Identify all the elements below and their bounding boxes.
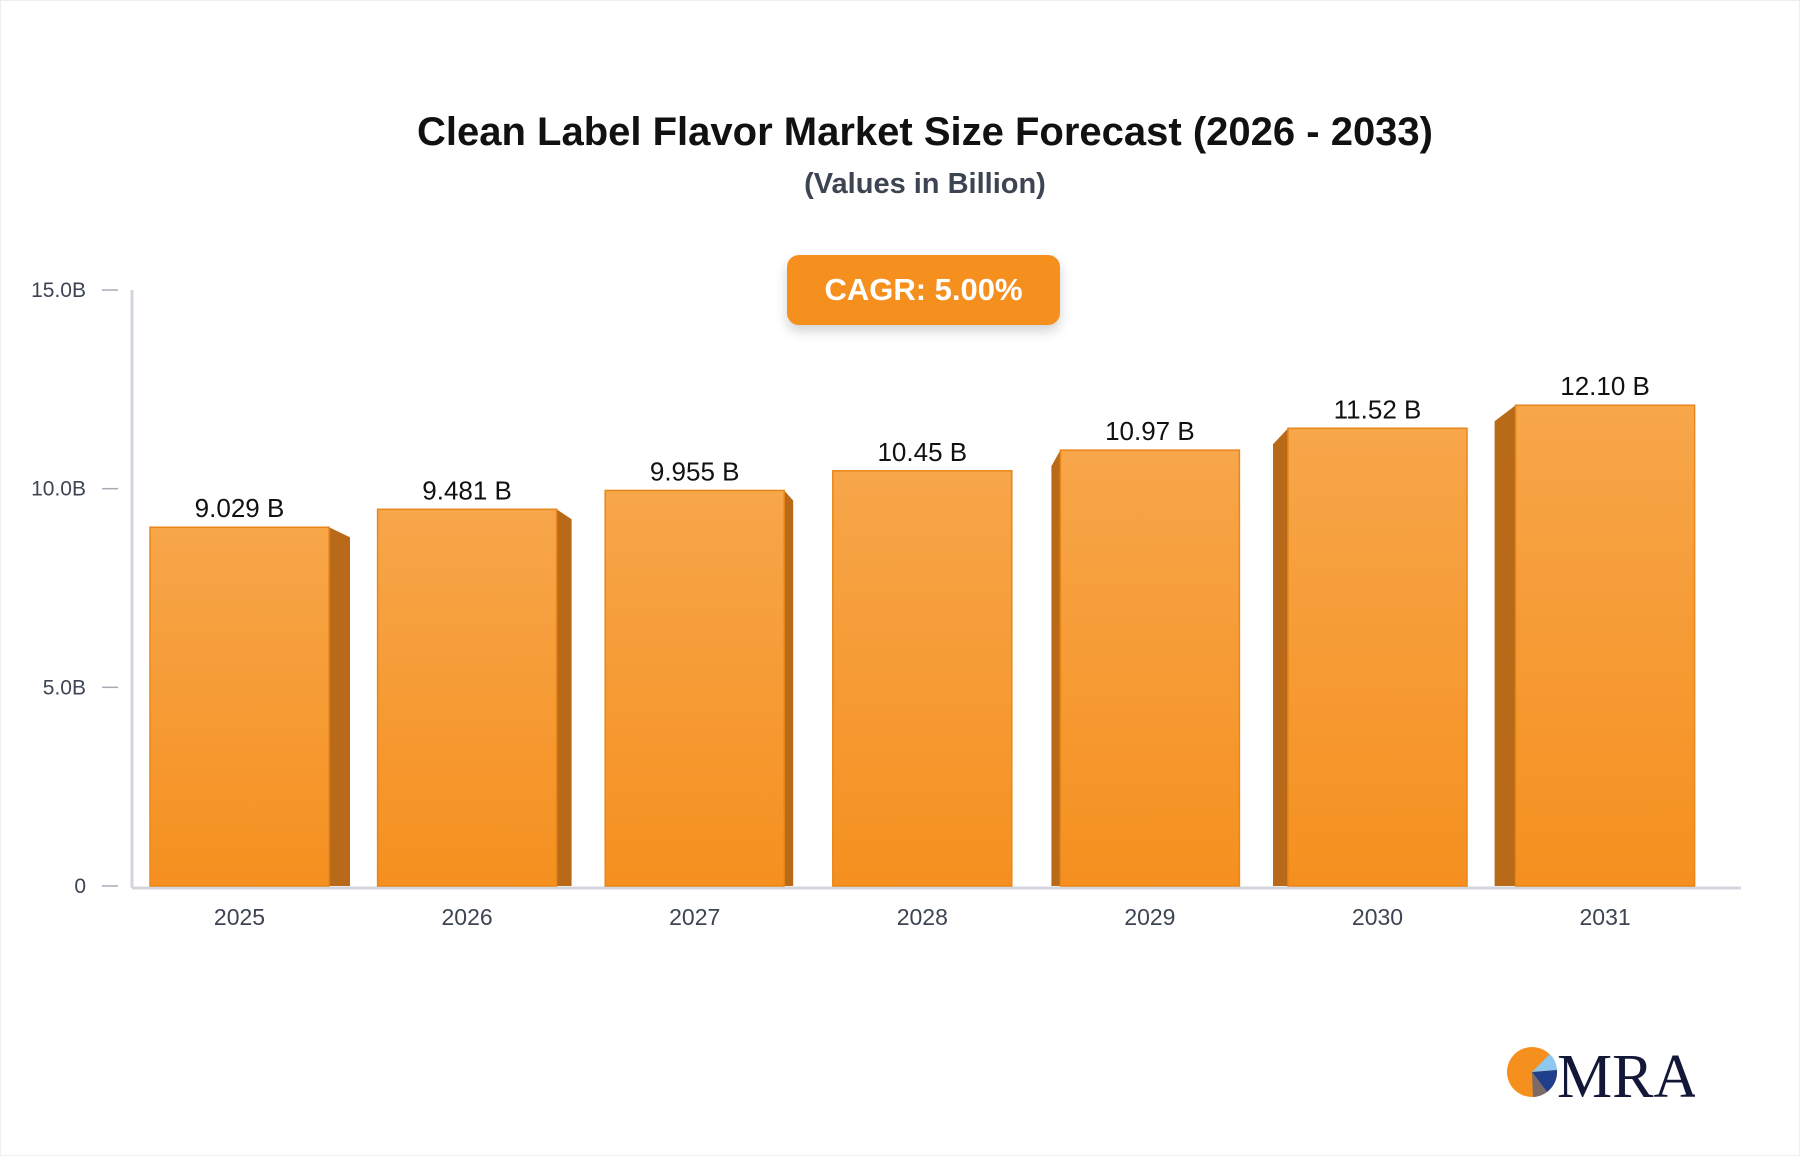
- y-tick-label: 5.0B: [43, 676, 86, 699]
- x-tick-label: 2031: [1580, 904, 1631, 930]
- chart-subtitle: (Values in Billion): [804, 168, 1046, 200]
- x-tick-label: 2026: [442, 904, 493, 930]
- bar-side: [1273, 428, 1288, 886]
- x-tick-label: 2028: [897, 904, 948, 930]
- bar: [1059, 449, 1241, 887]
- bar-side: [784, 490, 794, 886]
- cagr-badge: CAGR: 5.00%: [787, 255, 1060, 325]
- bar: [149, 526, 330, 887]
- mra-logo: MRA: [1507, 1043, 1695, 1105]
- svg-text:MRA: MRA: [1557, 1043, 1695, 1105]
- x-tick-label: 2029: [1124, 904, 1175, 930]
- x-tick-label: 2030: [1352, 904, 1403, 930]
- bar-side: [1051, 450, 1061, 886]
- bar-value-label: 10.97 B: [1105, 416, 1195, 446]
- bar-value-label: 9.481 B: [422, 475, 512, 505]
- bar: [1287, 427, 1468, 887]
- x-tick-label: 2027: [669, 904, 720, 930]
- chart-title: Clean Label Flavor Market Size Forecast …: [417, 110, 1433, 154]
- x-tick-label: 2025: [214, 904, 265, 930]
- bar: [1514, 404, 1696, 887]
- bar-value-label: 9.029 B: [195, 493, 285, 523]
- bar: [376, 508, 558, 887]
- bar-side: [556, 509, 572, 886]
- bar-side: [1494, 405, 1516, 886]
- bar-value-label: 12.10 B: [1560, 371, 1650, 401]
- bar: [832, 470, 1013, 887]
- bar-value-label: 10.45 B: [877, 437, 967, 467]
- bar-value-label: 9.955 B: [650, 456, 740, 486]
- bar-side: [329, 527, 350, 886]
- bar-value-label: 11.52 B: [1334, 394, 1422, 424]
- bar: [604, 489, 785, 887]
- y-tick-label: 10.0B: [31, 478, 86, 501]
- y-tick-label: 15.0B: [31, 279, 86, 302]
- y-tick-label: 0: [74, 875, 86, 898]
